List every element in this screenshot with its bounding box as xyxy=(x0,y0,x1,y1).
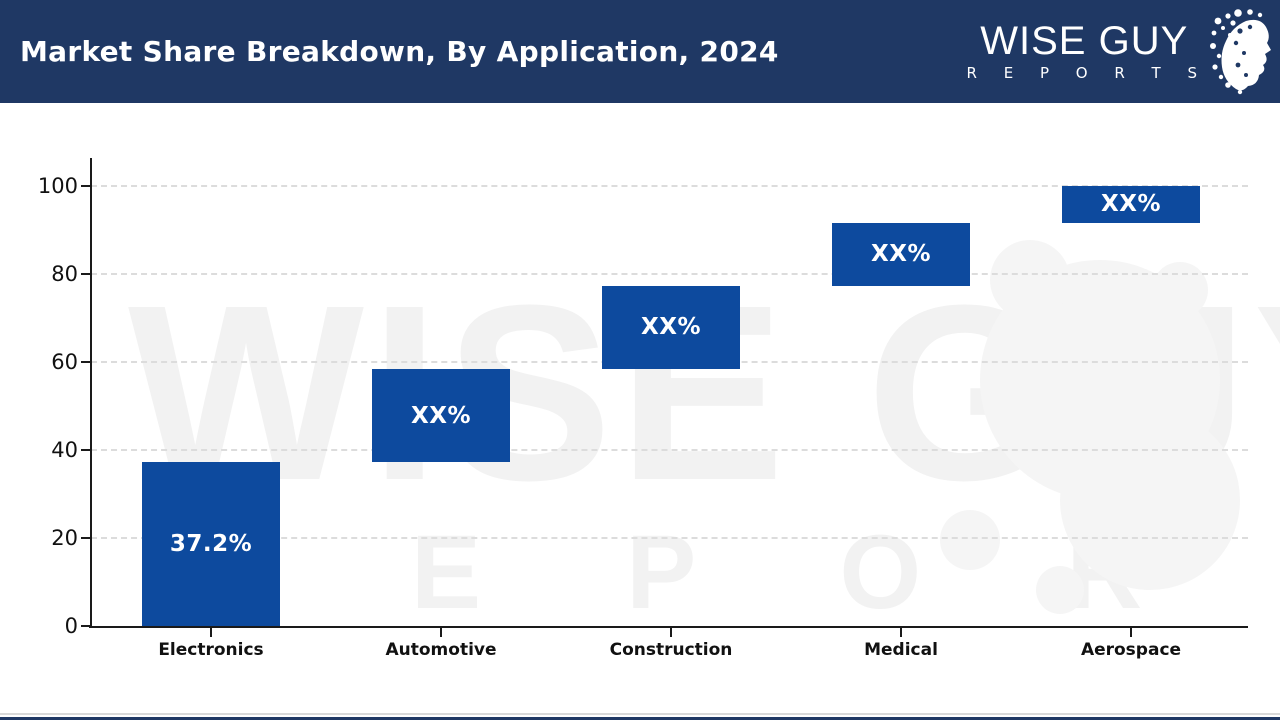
x-tick-automotive xyxy=(440,628,442,637)
bottom-accent-strip xyxy=(0,717,1280,720)
gridline-100 xyxy=(91,185,1248,187)
brand-subname: R E P O R T S xyxy=(966,64,1208,82)
x-category-label-medical: Medical xyxy=(864,640,938,660)
y-tick-40 xyxy=(81,449,90,451)
brand-logo: WISE GUY R E P O R T S xyxy=(961,8,1272,95)
bar-value-label: XX% xyxy=(1100,191,1161,218)
bar-medical: XX% xyxy=(832,222,970,286)
y-tick-100 xyxy=(81,185,90,187)
y-tick-label-0: 0 xyxy=(64,614,78,638)
x-axis-spine xyxy=(89,626,1248,628)
gridline-20 xyxy=(91,537,1248,539)
x-category-label-aerospace: Aerospace xyxy=(1080,640,1182,660)
y-tick-label-80: 80 xyxy=(51,262,78,286)
bar-construction: XX% xyxy=(602,285,740,370)
watermark-brand-subname: R E P O R T S xyxy=(190,514,1280,631)
brand-logo-text: WISE GUY R E P O R T S xyxy=(961,21,1208,82)
bar-electronics: 37.2% xyxy=(142,462,280,626)
x-tick-construction xyxy=(670,628,672,637)
brand-name: WISE GUY xyxy=(980,19,1189,63)
x-tick-aerospace xyxy=(1130,628,1132,637)
y-tick-60 xyxy=(81,361,90,363)
bar-value-label: XX% xyxy=(640,314,701,341)
header: Market Share Breakdown, By Application, … xyxy=(0,0,1280,103)
bottom-hairline xyxy=(0,713,1280,715)
bar-value-label: 37.2% xyxy=(169,531,253,558)
bar-aerospace: XX% xyxy=(1062,186,1200,223)
y-axis-spine xyxy=(90,158,92,628)
gridline-80 xyxy=(91,273,1248,275)
brand-face-icon xyxy=(1210,8,1271,94)
y-tick-label-40: 40 xyxy=(51,438,78,462)
x-category-label-construction: Construction xyxy=(609,640,733,660)
page-title: Market Share Breakdown, By Application, … xyxy=(20,35,779,68)
bar-automotive: XX% xyxy=(372,369,510,463)
x-category-label-electronics: Electronics xyxy=(158,640,264,660)
bar-value-label: XX% xyxy=(870,241,931,268)
y-tick-0 xyxy=(81,625,90,627)
y-tick-80 xyxy=(81,273,90,275)
x-category-label-automotive: Automotive xyxy=(385,640,497,660)
x-tick-medical xyxy=(900,628,902,637)
x-tick-electronics xyxy=(210,628,212,637)
y-tick-label-20: 20 xyxy=(51,526,78,550)
y-tick-label-100: 100 xyxy=(37,174,78,198)
y-tick-20 xyxy=(81,537,90,539)
gridline-40 xyxy=(91,449,1248,451)
bar-value-label: XX% xyxy=(410,402,471,429)
y-tick-label-60: 60 xyxy=(51,350,78,374)
